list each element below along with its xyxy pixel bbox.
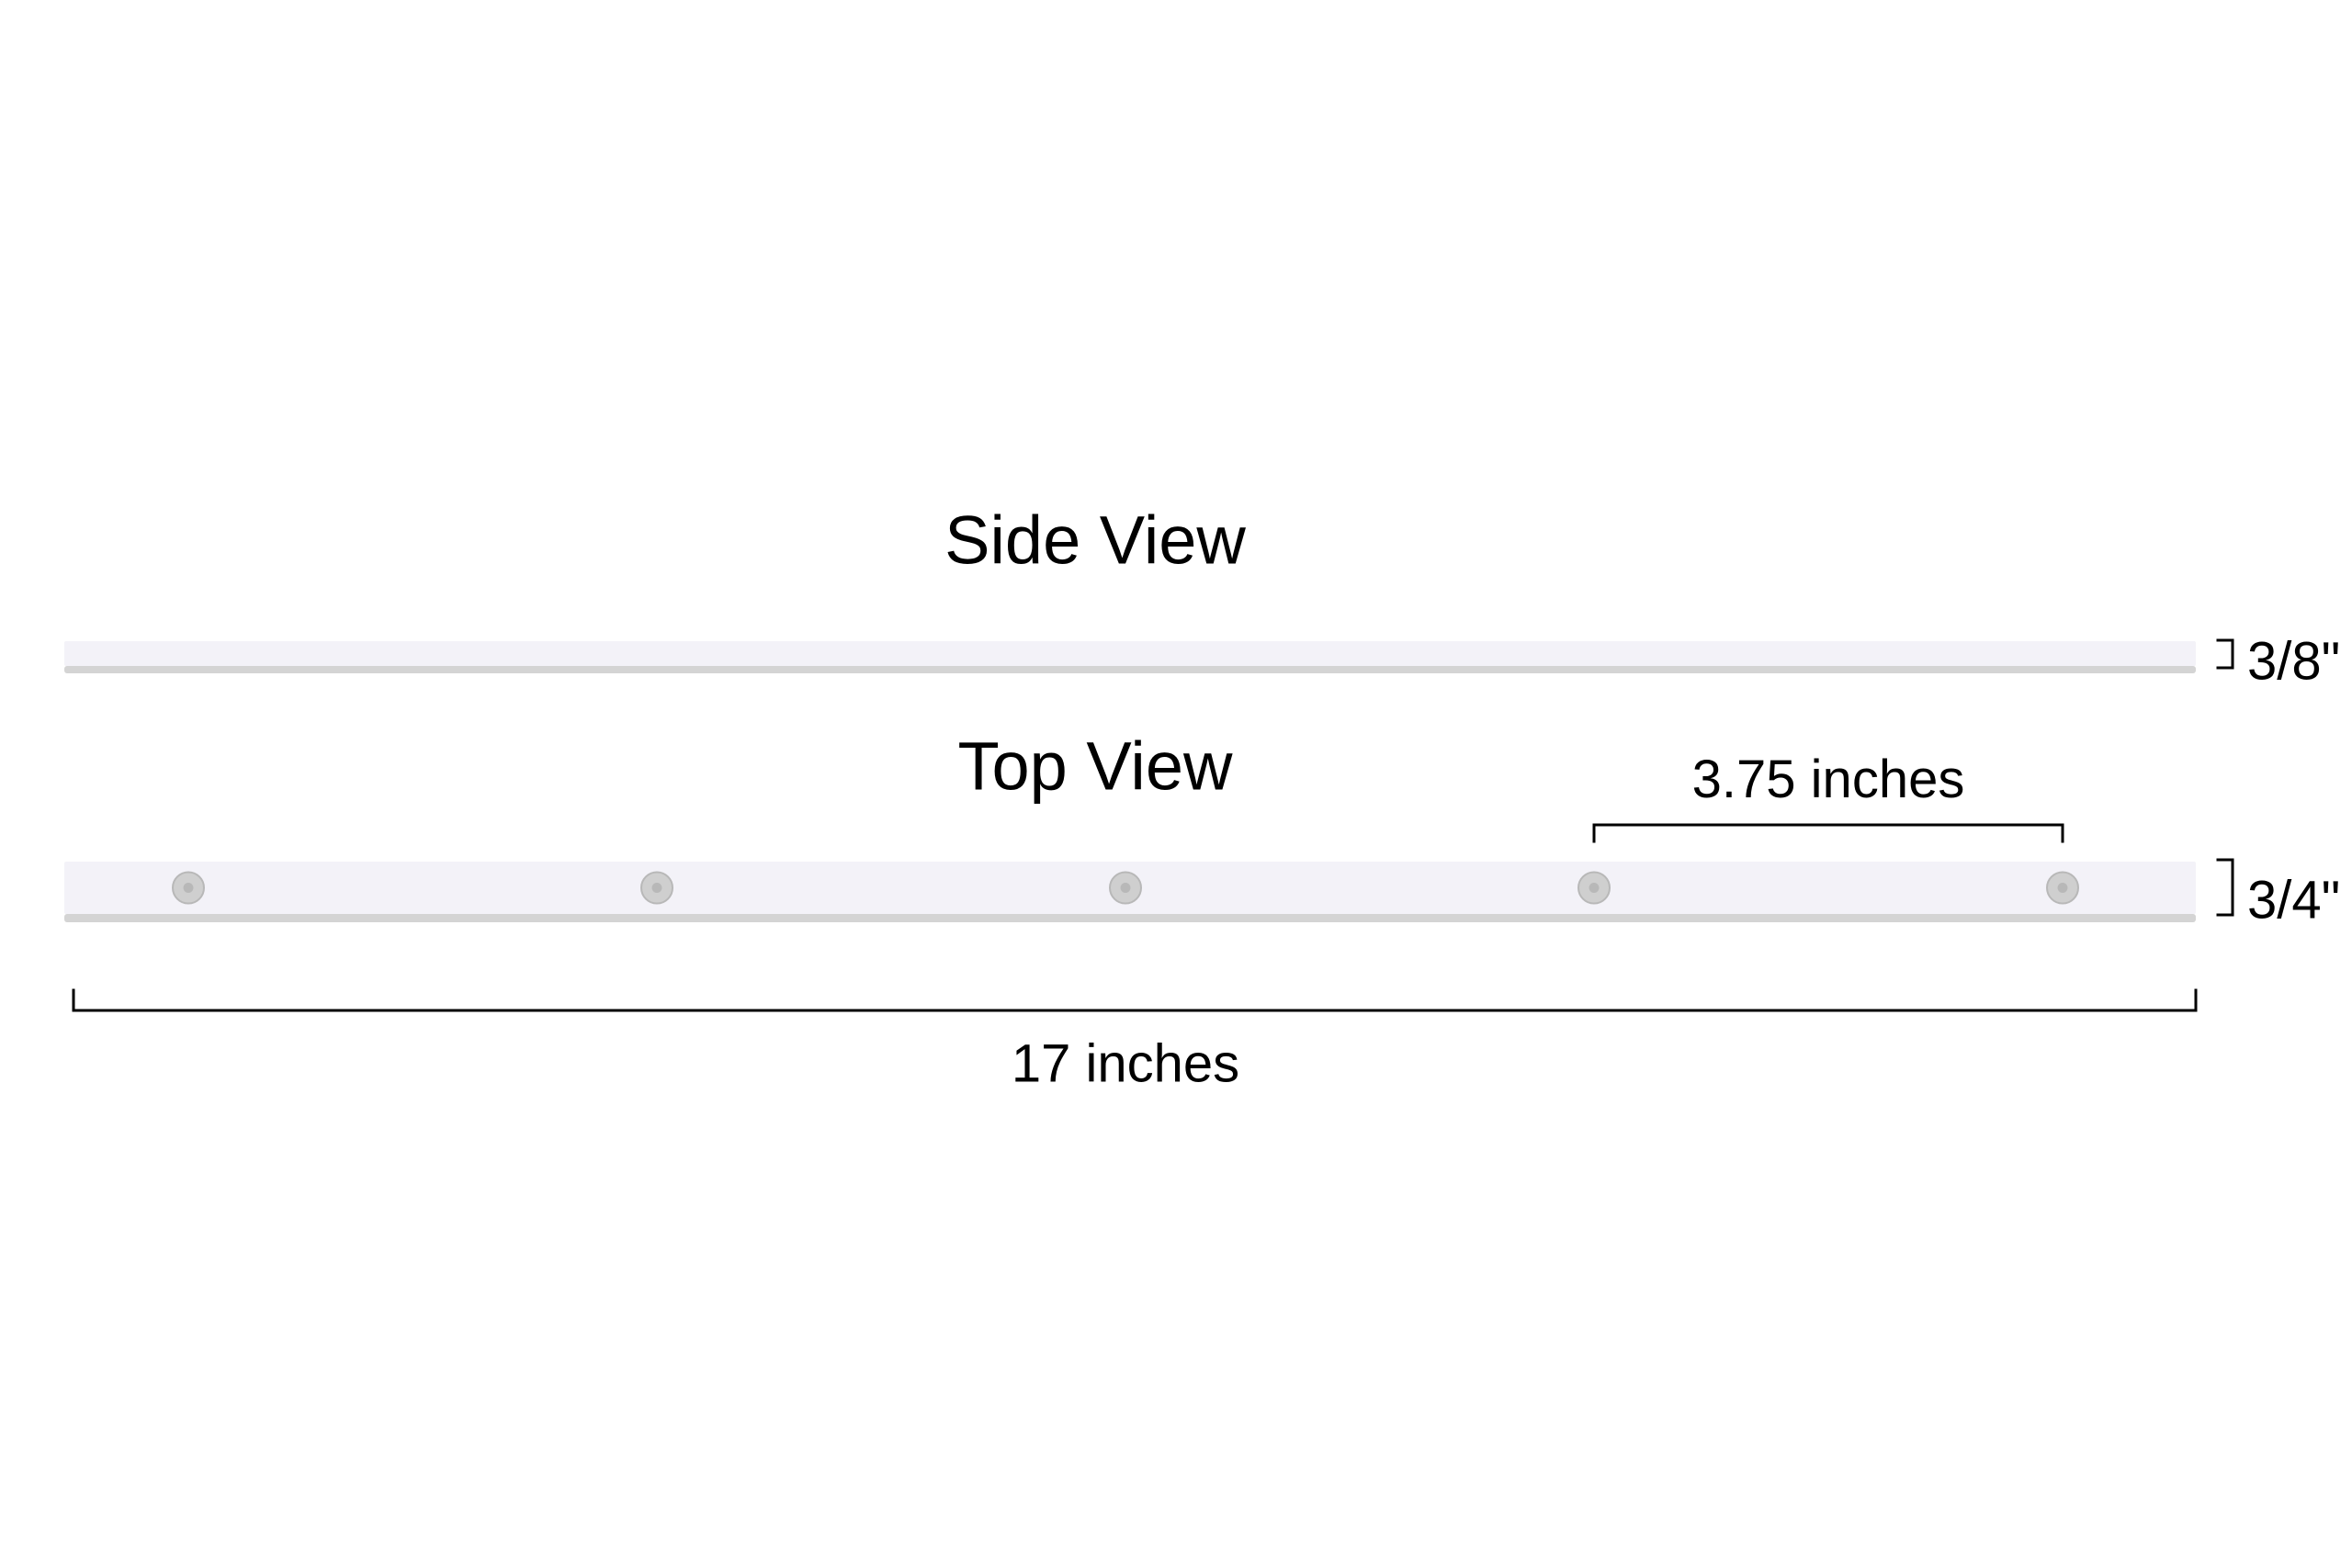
hole-center-icon: [1121, 883, 1131, 893]
side-view-bar: [64, 641, 2196, 673]
hole-spacing-label: 3.75 inches: [1692, 750, 1965, 809]
hole-center-icon: [652, 883, 662, 893]
hole-center-icon: [2058, 883, 2068, 893]
top-view-title: Top View: [958, 728, 1233, 805]
side-view-title: Side View: [944, 502, 1246, 579]
dimension-diagram: Side View 3/8" Top View 3.75 inches 3/4": [0, 0, 2352, 1568]
top-view-bar: [64, 862, 2196, 922]
side-height-label: 3/8": [2247, 631, 2340, 691]
top-height-label: 3/4": [2247, 870, 2340, 930]
top-height-bracket: [2218, 860, 2233, 915]
overall-length-bracket: [74, 990, 2196, 1010]
hole-spacing-bracket: [1594, 825, 2063, 841]
hole-center-icon: [1589, 883, 1600, 893]
side-height-bracket: [2218, 640, 2233, 668]
overall-length-label: 17 inches: [1012, 1034, 1239, 1094]
hole-center-icon: [184, 883, 194, 893]
